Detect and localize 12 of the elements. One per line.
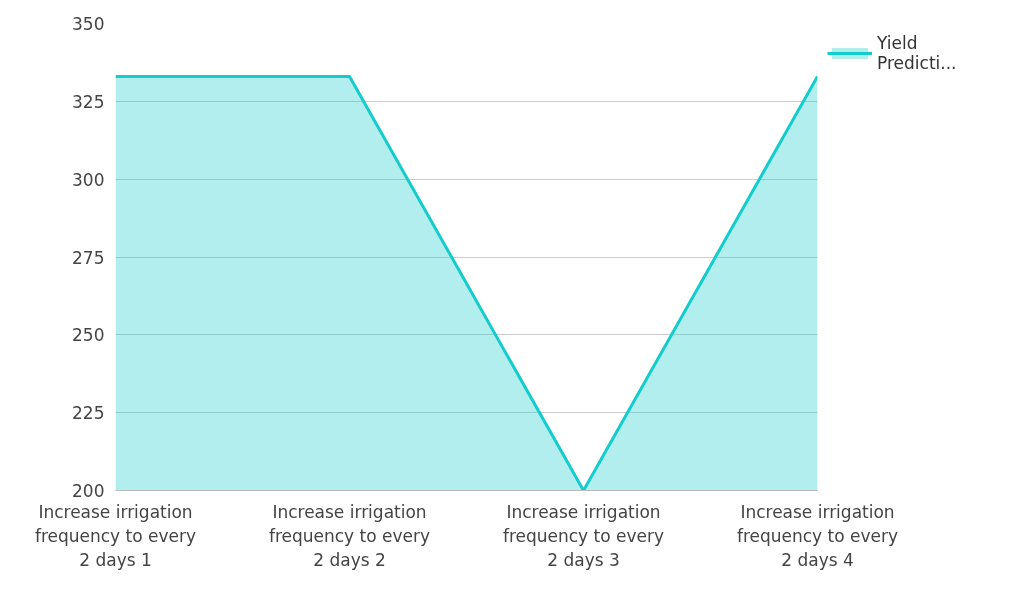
x-tick-label: Increase irrigation frequency to every 2 days 2: [268, 501, 431, 570]
y-tick-label: 325: [72, 91, 105, 112]
y-tick-label: 225: [72, 403, 105, 424]
legend-label: Yield Predicti...: [877, 33, 957, 73]
y-tick-label: 250: [72, 325, 105, 346]
y-tick-label: 275: [72, 247, 105, 268]
x-tick-label: Increase irrigation frequency to every 2 days 1: [34, 501, 197, 570]
x-tick-label: Increase irrigation frequency to every 2 days 4: [736, 501, 899, 570]
y-tick-label: 350: [72, 14, 105, 34]
y-tick-label: 300: [72, 169, 105, 190]
x-tick-label: Increase irrigation frequency to every 2 days 3: [502, 501, 665, 570]
y-tick-label: 200: [72, 481, 105, 501]
